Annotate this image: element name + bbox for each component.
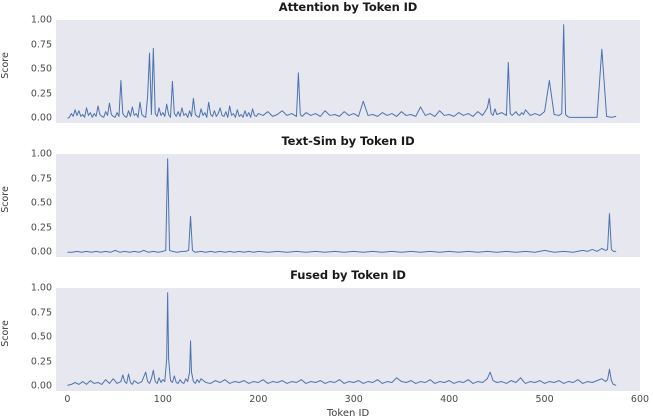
series-line-fused [56, 288, 640, 391]
x-tick: 600 [630, 394, 650, 405]
plot-area-text-sim [56, 154, 640, 257]
y-ticks-attention: 1.00 0.75 0.50 0.25 0.00 [0, 15, 52, 124]
y-tick: 0.00 [30, 246, 52, 258]
series-line-text-sim [56, 154, 640, 257]
y-tick: 0.50 [30, 197, 52, 209]
x-tick: 0 [64, 394, 71, 405]
y-tick: 0.25 [30, 356, 52, 368]
y-ticks-fused: 1.00 0.75 0.50 0.25 0.00 [0, 283, 52, 392]
y-tick: 0.00 [30, 380, 52, 392]
panel-attention: Attention by Token ID Score 1.00 0.75 0.… [0, 0, 653, 133]
y-tick: 0.75 [30, 39, 52, 51]
y-tick: 0.00 [30, 112, 52, 124]
plot-area-fused [56, 288, 640, 391]
y-tick: 1.00 [30, 148, 52, 160]
y-tick: 0.50 [30, 63, 52, 75]
y-ticks-text-sim: 1.00 0.75 0.50 0.25 0.00 [0, 149, 52, 258]
series-line-attention [56, 20, 640, 123]
panel-title-attention: Attention by Token ID [278, 0, 418, 14]
x-ticks-fused: 0 100 200 300 400 500 600 [0, 394, 653, 408]
x-axis-label-fused: Token ID [326, 408, 370, 419]
panel-text-sim: Text-Sim by Token ID Score 1.00 0.75 0.5… [0, 134, 653, 267]
y-tick: 0.75 [30, 173, 52, 185]
panel-title-text-sim: Text-Sim by Token ID [281, 134, 415, 148]
y-tick: 0.75 [30, 307, 52, 319]
y-tick: 0.25 [30, 88, 52, 100]
y-tick: 0.25 [30, 222, 52, 234]
x-tick: 500 [535, 394, 554, 405]
panel-fused: Fused by Token ID Score 1.00 0.75 0.50 0… [0, 268, 653, 419]
y-tick: 1.00 [30, 282, 52, 294]
x-tick: 300 [344, 394, 363, 405]
x-tick: 200 [249, 394, 268, 405]
x-tick: 100 [153, 394, 172, 405]
y-tick: 0.50 [30, 331, 52, 343]
y-tick: 1.00 [30, 14, 52, 26]
plot-area-attention [56, 20, 640, 123]
x-tick: 400 [440, 394, 459, 405]
panel-title-fused: Fused by Token ID [290, 268, 406, 282]
